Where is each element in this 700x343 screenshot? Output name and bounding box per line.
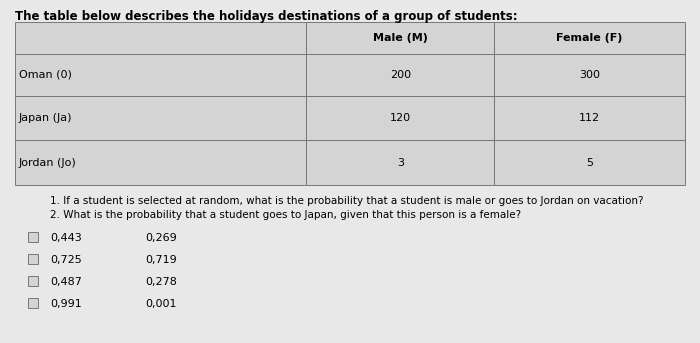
Text: 120: 120 <box>390 113 411 123</box>
Bar <box>494 22 685 54</box>
Bar <box>28 276 38 286</box>
Bar <box>494 54 685 96</box>
Text: 200: 200 <box>390 70 411 80</box>
Bar <box>15 96 307 140</box>
Text: Male (M): Male (M) <box>373 33 428 43</box>
Text: 0,725: 0,725 <box>50 255 82 265</box>
Text: 3: 3 <box>397 157 404 168</box>
Bar <box>307 140 494 185</box>
Bar <box>307 22 494 54</box>
Bar <box>307 54 494 96</box>
Text: 300: 300 <box>579 70 600 80</box>
Text: 2. What is the probability that a student goes to Japan, given that this person : 2. What is the probability that a studen… <box>50 210 521 220</box>
Bar <box>15 54 307 96</box>
Text: 5: 5 <box>586 157 593 168</box>
Text: 1. If a student is selected at random, what is the probability that a student is: 1. If a student is selected at random, w… <box>50 196 643 206</box>
Text: Female (F): Female (F) <box>556 33 623 43</box>
Text: 0,001: 0,001 <box>145 299 176 309</box>
Text: 0,269: 0,269 <box>145 233 176 243</box>
Text: Japan (Ja): Japan (Ja) <box>19 113 73 123</box>
Bar <box>494 96 685 140</box>
Bar <box>494 140 685 185</box>
Text: 0,719: 0,719 <box>145 255 176 265</box>
Bar <box>15 140 307 185</box>
Bar <box>307 96 494 140</box>
Text: 0,278: 0,278 <box>145 277 177 287</box>
Text: The table below describes the holidays destinations of a group of students:: The table below describes the holidays d… <box>15 10 517 23</box>
Bar <box>28 298 38 308</box>
Text: 0,487: 0,487 <box>50 277 82 287</box>
Bar <box>28 254 38 264</box>
Text: 0,443: 0,443 <box>50 233 82 243</box>
Text: Jordan (Jo): Jordan (Jo) <box>19 157 77 168</box>
Text: 0,991: 0,991 <box>50 299 82 309</box>
Text: Oman (0): Oman (0) <box>19 70 72 80</box>
Bar <box>15 22 307 54</box>
Text: 112: 112 <box>579 113 600 123</box>
Bar <box>28 232 38 242</box>
